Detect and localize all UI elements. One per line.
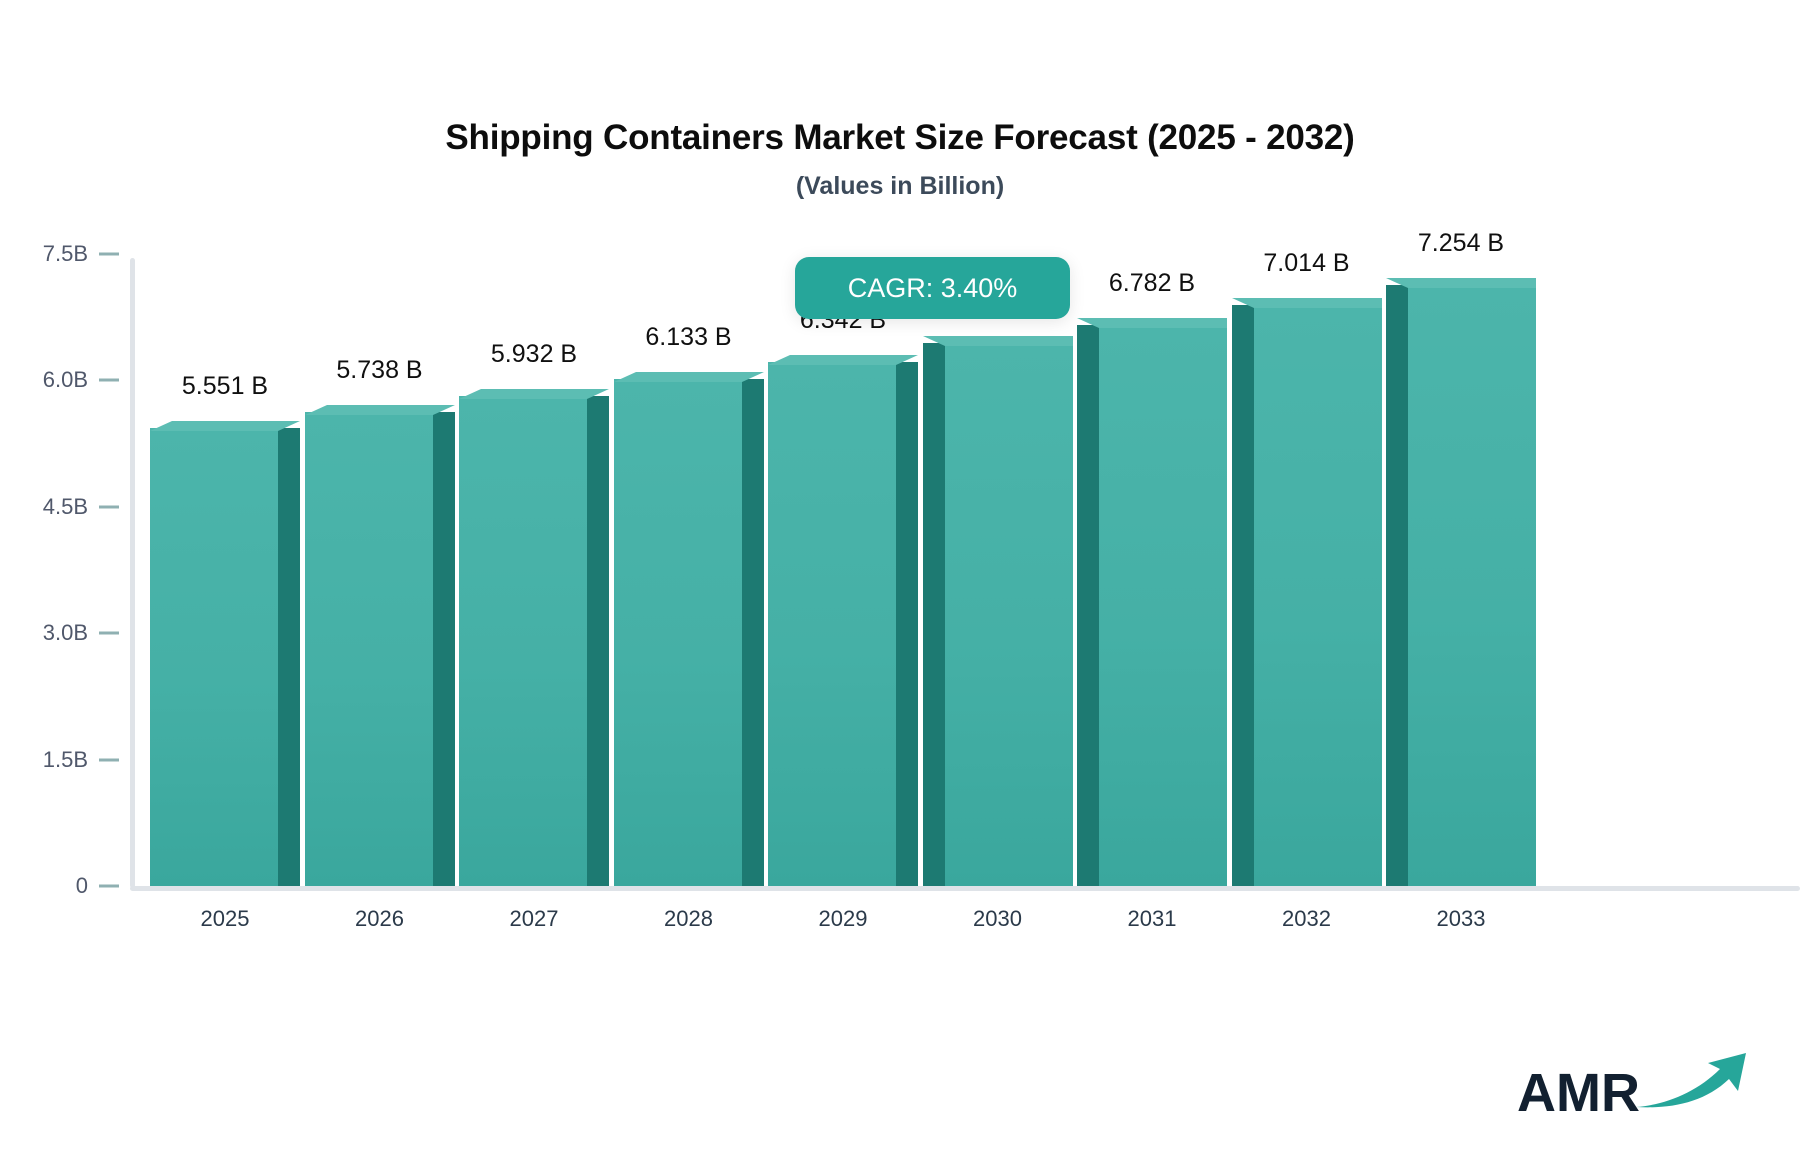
- growth-arrow-icon: [1634, 1049, 1754, 1116]
- bar-top-face: [459, 386, 609, 400]
- bar-top-face: [304, 402, 455, 416]
- bar-value-label: 5.932 B: [490, 340, 578, 369]
- bar-front-face: [459, 396, 587, 886]
- bar-side-face: [922, 343, 945, 886]
- bar-value-label: 5.738 B: [336, 356, 423, 385]
- bar-side-face: [1386, 284, 1408, 886]
- bar[interactable]: [613, 369, 764, 886]
- bar[interactable]: [459, 386, 609, 886]
- bar-front-face: [304, 412, 433, 886]
- bar-front-face: [1099, 324, 1227, 886]
- y-axis-tick-label: 1.5B: [42, 746, 88, 772]
- bar[interactable]: [1231, 295, 1382, 886]
- y-axis-tick-mark: [99, 884, 119, 888]
- bar-front-face: [768, 361, 896, 886]
- chart-title: Shipping Containers Market Size Forecast…: [445, 118, 1355, 157]
- x-axis-tick-label: 2032: [1282, 906, 1331, 931]
- bar[interactable]: [150, 418, 300, 886]
- y-axis-tick-mark: [99, 378, 119, 382]
- cagr-badge: CAGR: 3.40%: [795, 257, 1070, 319]
- x-axis-tick-label: 2031: [1127, 906, 1177, 931]
- bar-side-face: [1077, 324, 1099, 886]
- y-axis-tick-mark: [99, 505, 119, 509]
- x-axis-tick-label: 2027: [509, 906, 559, 931]
- bar-top-face: [613, 369, 764, 383]
- bar-side-face: [432, 412, 455, 886]
- bar[interactable]: [1077, 315, 1227, 886]
- bar-front-face: [613, 379, 742, 886]
- bar-top-face: [922, 333, 1073, 347]
- y-axis-tick-label: 3.0B: [42, 620, 88, 646]
- bar-front-face: [1253, 304, 1382, 886]
- y-axis-tick-mark: [99, 631, 119, 635]
- y-axis-tick-label: 6.0B: [42, 367, 88, 393]
- bar-side-face: [1231, 304, 1254, 886]
- bar-top-face: [1231, 295, 1382, 308]
- y-axis-line: [130, 258, 135, 888]
- x-axis-tick-label: 2030: [973, 906, 1022, 931]
- bar-top-face: [150, 418, 300, 432]
- amr-logo: AMR: [1517, 1048, 1754, 1120]
- bar-side-face: [587, 396, 609, 886]
- bar-value-label: 7.254 B: [1417, 228, 1505, 257]
- logo-wordmark: AMR: [1517, 1063, 1640, 1123]
- bar[interactable]: [768, 352, 918, 886]
- x-axis-tick-label: 2028: [664, 906, 713, 931]
- chart-subtitle: (Values in Billion): [795, 172, 1005, 200]
- x-axis-tick-label: 2026: [355, 906, 404, 931]
- bar-value-label: 5.551 B: [181, 372, 269, 401]
- bar-value-label: 7.014 B: [1263, 248, 1350, 277]
- y-axis-tick-label: 0: [75, 873, 88, 898]
- bar-value-label: 6.133 B: [645, 323, 732, 352]
- bar-top-face: [768, 352, 918, 365]
- bar-side-face: [741, 379, 764, 886]
- y-axis-tick-label: 4.5B: [42, 493, 88, 519]
- bar[interactable]: [922, 333, 1073, 886]
- x-axis-tick-label: 2025: [200, 906, 250, 931]
- x-axis-tick-label: 2029: [818, 906, 868, 931]
- bar-value-label: 6.782 B: [1108, 268, 1196, 297]
- bar[interactable]: [304, 402, 455, 886]
- bar-front-face: [944, 343, 1073, 886]
- y-axis-tick-label: 7.5B: [42, 241, 88, 266]
- bar-side-face: [896, 361, 918, 886]
- y-axis-tick-mark: [99, 252, 119, 256]
- bar-front-face: [1408, 284, 1536, 886]
- x-axis-tick-label: 2033: [1436, 906, 1486, 931]
- bar-front-face: [150, 428, 278, 886]
- bar-side-face: [278, 428, 300, 886]
- bar[interactable]: [1386, 275, 1536, 886]
- y-axis-tick-mark: [99, 758, 119, 762]
- bar-top-face: [1386, 275, 1536, 288]
- x-axis-line: [130, 886, 1800, 891]
- bar-top-face: [1077, 315, 1227, 328]
